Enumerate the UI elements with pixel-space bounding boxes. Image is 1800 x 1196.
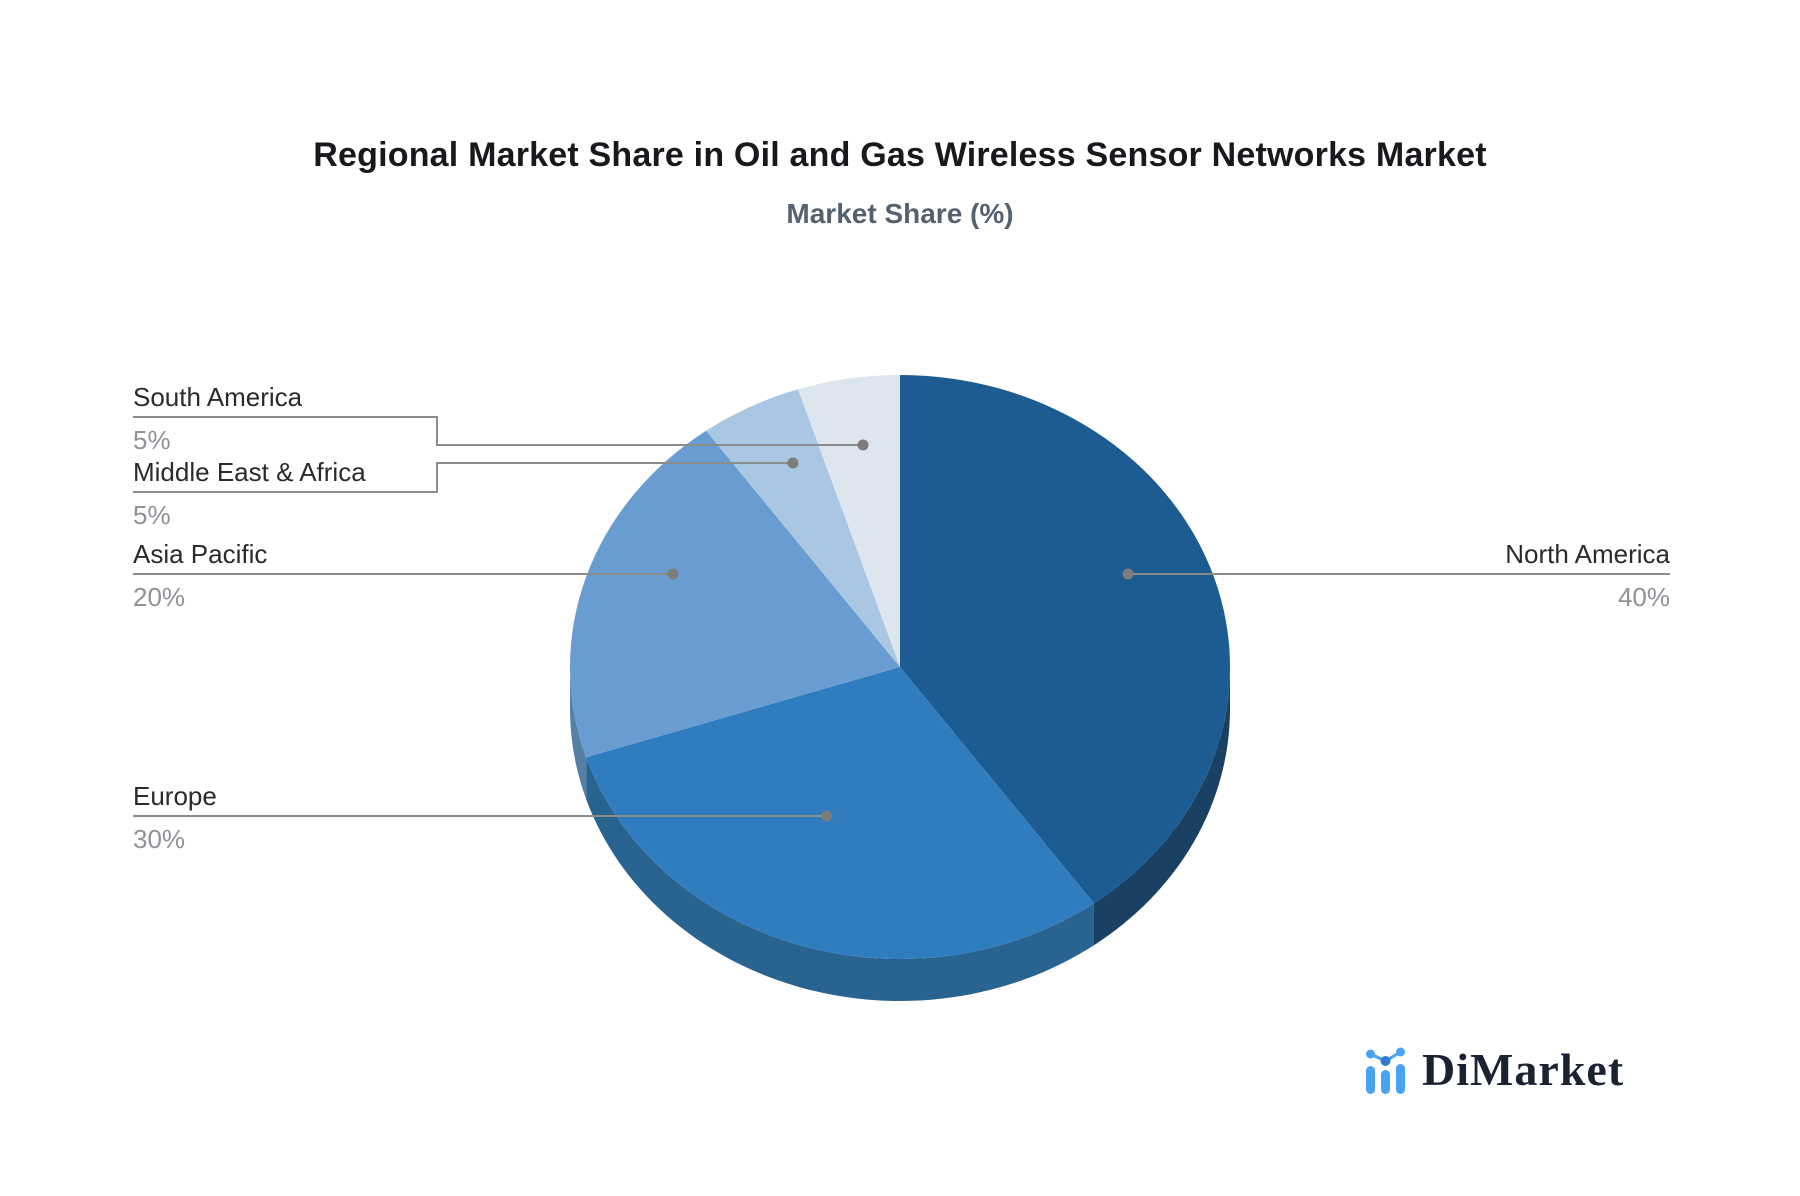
pie-slice-europe[interactable] [586,667,1094,959]
pie-slice-asia-pacific[interactable] [569,430,900,758]
label-south-america: South America [133,382,303,412]
chart-title: Regional Market Share in Oil and Gas Wir… [313,136,1487,174]
chart-subtitle: Market Share (%) [786,198,1014,229]
pie-slice-side-europe [586,757,1094,1001]
leader-dot-middle-east-africa [787,457,799,469]
value-asia-pacific: 20% [133,582,186,612]
leader-dot-north-america [1122,568,1134,580]
pie-slice-side-north-america [1093,667,1230,946]
bar-chart-trend-icon [1366,1047,1405,1094]
value-middle-east-africa: 5% [133,500,171,530]
value-south-america: 5% [133,425,171,455]
leader-dot-asia-pacific [667,568,679,580]
leader-dot-europe [821,810,833,822]
leader-line-south-america [133,416,863,446]
label-asia-pacific: Asia Pacific [133,539,268,569]
pie-slice-north-america[interactable] [900,375,1230,904]
label-middle-east-africa: Middle East & Africa [133,457,366,487]
value-north-america: 40% [1617,582,1670,612]
pie-slice-middle-east-africa[interactable] [706,389,900,667]
label-europe: Europe [133,781,217,811]
leader-line-middle-east-africa [133,462,793,493]
brand-logo-text: DiMarket [1422,1044,1625,1095]
value-europe: 30% [133,824,186,854]
leader-dot-south-america [857,439,869,451]
label-north-america: North America [1505,539,1670,569]
pie-slice-south-america[interactable] [798,375,900,667]
pie-slice-side-asia-pacific [570,667,587,800]
brand-logo: DiMarket [1364,1044,1624,1096]
